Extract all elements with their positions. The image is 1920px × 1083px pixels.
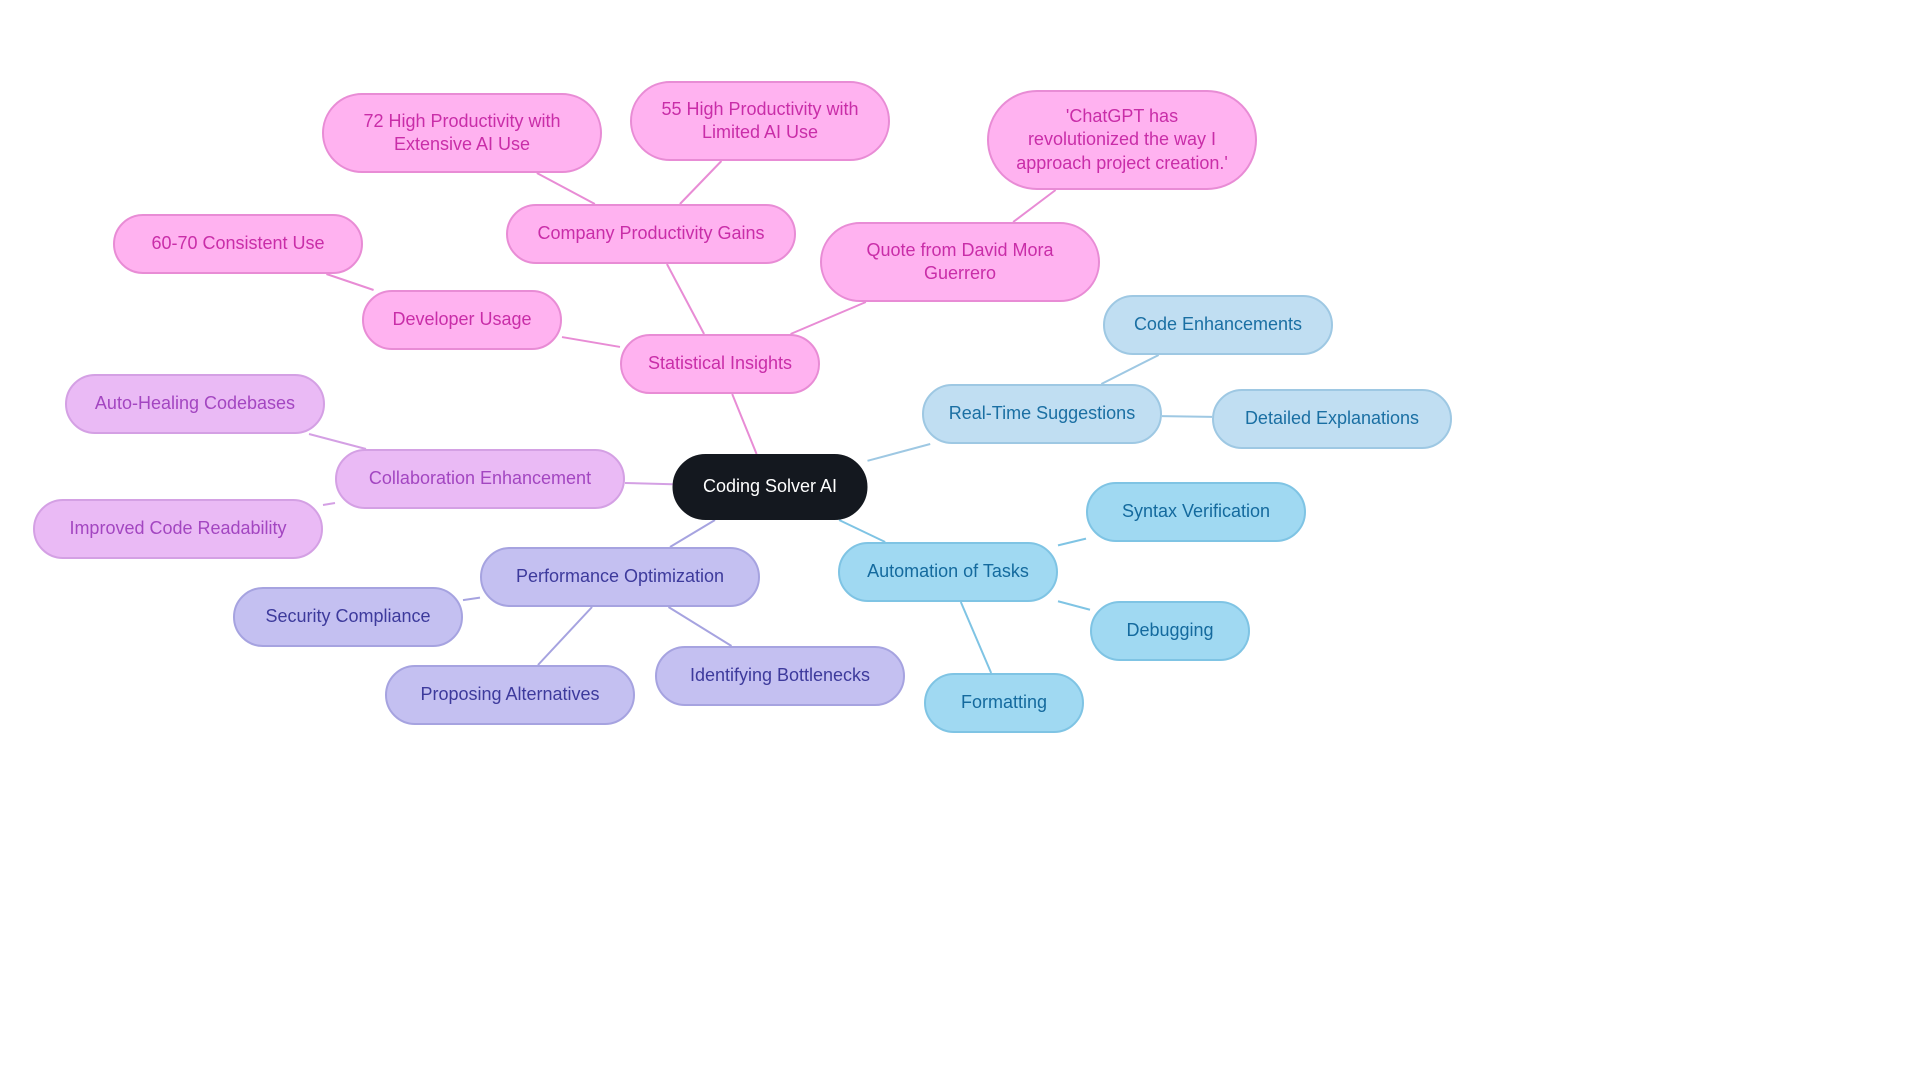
edge bbox=[670, 520, 715, 547]
node-label: Identifying Bottlenecks bbox=[690, 664, 870, 687]
mindmap-node: Debugging bbox=[1090, 601, 1250, 661]
node-label: Automation of Tasks bbox=[867, 560, 1029, 583]
node-label: Quote from David Mora Guerrero bbox=[842, 239, 1078, 286]
mindmap-node: 55 High Productivity with Limited AI Use bbox=[630, 81, 890, 161]
node-label: Syntax Verification bbox=[1122, 500, 1270, 523]
node-label: Developer Usage bbox=[392, 308, 531, 331]
edge bbox=[680, 161, 721, 204]
mindmap-node: Detailed Explanations bbox=[1212, 389, 1452, 449]
mindmap-node: 'ChatGPT has revolutionized the way I ap… bbox=[987, 90, 1257, 190]
edge bbox=[1058, 539, 1086, 546]
mindmap-node: 60-70 Consistent Use bbox=[113, 214, 363, 274]
edge bbox=[323, 503, 335, 505]
edge bbox=[1013, 190, 1055, 222]
node-label: Formatting bbox=[961, 691, 1047, 714]
edge bbox=[868, 444, 931, 461]
node-label: Code Enhancements bbox=[1134, 313, 1302, 336]
edge bbox=[732, 394, 756, 454]
edge bbox=[667, 264, 704, 334]
edge bbox=[668, 607, 731, 646]
mindmap-node: 72 High Productivity with Extensive AI U… bbox=[322, 93, 602, 173]
mindmap-node: Security Compliance bbox=[233, 587, 463, 647]
node-label: 55 High Productivity with Limited AI Use bbox=[652, 98, 868, 145]
root-node: Coding Solver AI bbox=[673, 454, 868, 520]
mindmap-node: Company Productivity Gains bbox=[506, 204, 796, 264]
mindmap-node: Formatting bbox=[924, 673, 1084, 733]
mindmap-node: Code Enhancements bbox=[1103, 295, 1333, 355]
node-label: Coding Solver AI bbox=[703, 475, 837, 498]
node-label: Collaboration Enhancement bbox=[369, 467, 591, 490]
mindmap-node: Performance Optimization bbox=[480, 547, 760, 607]
edge bbox=[839, 520, 885, 542]
edge bbox=[1101, 355, 1158, 384]
node-label: 72 High Productivity with Extensive AI U… bbox=[344, 110, 580, 157]
edge bbox=[1058, 601, 1090, 610]
mindmap-node: Proposing Alternatives bbox=[385, 665, 635, 725]
edge bbox=[562, 337, 620, 347]
node-label: Security Compliance bbox=[265, 605, 430, 628]
node-label: Real-Time Suggestions bbox=[949, 402, 1135, 425]
node-label: Performance Optimization bbox=[516, 565, 724, 588]
edge bbox=[309, 434, 366, 449]
edge bbox=[791, 302, 866, 334]
mindmap-node: Improved Code Readability bbox=[33, 499, 323, 559]
mindmap-node: Identifying Bottlenecks bbox=[655, 646, 905, 706]
mindmap-node: Real-Time Suggestions bbox=[922, 384, 1162, 444]
mindmap-node: Syntax Verification bbox=[1086, 482, 1306, 542]
node-label: Proposing Alternatives bbox=[420, 683, 599, 706]
mindmap-node: Automation of Tasks bbox=[838, 542, 1058, 602]
node-label: 'ChatGPT has revolutionized the way I ap… bbox=[1009, 105, 1235, 175]
edge bbox=[1162, 416, 1212, 417]
node-label: Debugging bbox=[1126, 619, 1213, 642]
node-label: Detailed Explanations bbox=[1245, 407, 1419, 430]
mindmap-node: Quote from David Mora Guerrero bbox=[820, 222, 1100, 302]
mindmap-node: Auto-Healing Codebases bbox=[65, 374, 325, 434]
node-label: 60-70 Consistent Use bbox=[151, 232, 324, 255]
mindmap-node: Collaboration Enhancement bbox=[335, 449, 625, 509]
edge bbox=[961, 602, 991, 673]
edge bbox=[537, 173, 595, 204]
edge bbox=[625, 483, 673, 484]
mindmap-node: Developer Usage bbox=[362, 290, 562, 350]
edge bbox=[463, 598, 480, 601]
edge bbox=[538, 607, 592, 665]
node-label: Auto-Healing Codebases bbox=[95, 392, 295, 415]
node-label: Statistical Insights bbox=[648, 352, 792, 375]
node-label: Improved Code Readability bbox=[69, 517, 286, 540]
node-label: Company Productivity Gains bbox=[537, 222, 764, 245]
mindmap-node: Statistical Insights bbox=[620, 334, 820, 394]
edge bbox=[326, 274, 373, 290]
